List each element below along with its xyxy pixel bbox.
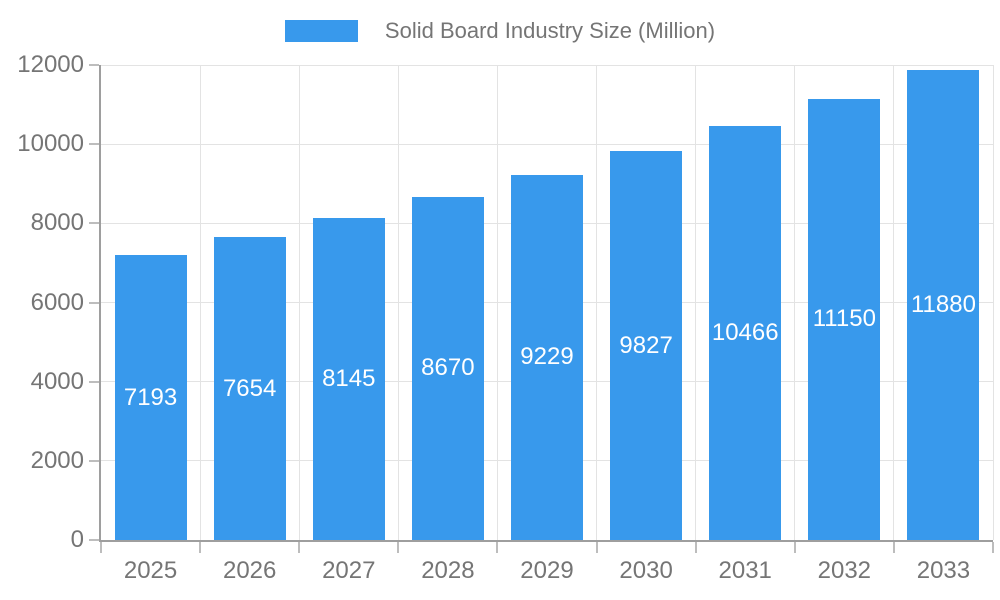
y-axis-tick: [89, 222, 99, 225]
bar-value-label: 8670: [421, 354, 475, 382]
y-axis-label: 0: [70, 526, 84, 553]
x-axis-tick: [298, 542, 301, 553]
x-axis-tick: [892, 542, 895, 553]
x-axis-tick: [397, 542, 400, 553]
bar-2032[interactable]: 11150: [808, 98, 881, 540]
x-axis-label: 2032: [817, 557, 872, 584]
bar-2033[interactable]: 11880: [907, 69, 980, 540]
x-axis-tick: [595, 542, 598, 553]
x-axis-label: 2033: [916, 557, 971, 584]
bar-value-label: 7654: [222, 374, 277, 402]
y-axis-label: 2000: [30, 446, 84, 474]
x-axis-label: 2026: [222, 557, 277, 584]
x-axis-line: [99, 540, 993, 542]
x-axis-tick: [496, 542, 499, 553]
x-axis-label: 2027: [322, 557, 376, 584]
v-gridline: [397, 65, 399, 540]
bar-2025[interactable]: 7193: [114, 255, 187, 540]
legend-swatch: [284, 20, 358, 42]
x-axis-label: 2030: [619, 557, 673, 584]
y-axis-line: [99, 65, 101, 542]
bar-value-label: 9827: [619, 331, 673, 359]
bar-2026[interactable]: 7654: [213, 237, 286, 540]
bar-value-label: 8145: [322, 364, 376, 392]
y-axis-tick: [89, 301, 99, 304]
v-gridline: [992, 65, 994, 540]
v-gridline: [496, 65, 498, 540]
bar-value-label: 7193: [123, 383, 178, 411]
h-gridline: [101, 143, 993, 145]
y-axis-label: 6000: [30, 288, 84, 316]
legend-label: Solid Board Industry Size (Million): [384, 18, 716, 43]
y-axis-tick: [89, 64, 99, 66]
v-gridline: [199, 65, 201, 540]
x-axis-label: 2029: [520, 557, 574, 584]
y-axis-tick: [89, 459, 99, 462]
y-axis-label: 4000: [30, 367, 84, 395]
x-axis-tick: [100, 542, 102, 553]
v-gridline: [695, 65, 697, 540]
y-axis-tick: [89, 539, 99, 541]
bar-value-label: 9229: [520, 343, 574, 371]
y-axis-label: 12000: [17, 51, 84, 78]
legend[interactable]: Solid Board Industry Size (Million): [0, 18, 1000, 44]
x-axis-label: 2028: [421, 557, 475, 584]
x-axis-tick: [992, 542, 994, 553]
bar-2029[interactable]: 9229: [511, 174, 583, 540]
y-axis-label: 10000: [17, 130, 84, 158]
v-gridline: [893, 65, 895, 540]
x-axis-label: 2025: [123, 557, 178, 584]
bar-value-label: 11150: [812, 305, 876, 333]
v-gridline: [596, 65, 598, 540]
x-axis-tick: [793, 542, 796, 553]
bar-value-label: 10466: [711, 318, 779, 346]
plot-area: 0 2000 4000 6000 8000 10000 12000 2025 7193 2026 7…: [17, 51, 994, 584]
bar-2030[interactable]: 9827: [610, 151, 683, 540]
y-axis-tick: [89, 143, 99, 146]
v-gridline: [794, 65, 796, 540]
x-axis-tick: [694, 542, 697, 553]
x-axis-label: 2031: [718, 557, 772, 584]
bar-value-label: 11880: [910, 290, 976, 318]
bar-2027[interactable]: 8145: [312, 217, 385, 540]
y-axis-label: 8000: [30, 209, 84, 237]
bar-2031[interactable]: 10466: [709, 125, 782, 540]
bar-2028[interactable]: 8670: [411, 196, 484, 540]
y-axis-tick: [89, 380, 99, 383]
h-gridline: [101, 64, 993, 66]
v-gridline: [298, 65, 300, 540]
x-axis-tick: [199, 542, 202, 553]
